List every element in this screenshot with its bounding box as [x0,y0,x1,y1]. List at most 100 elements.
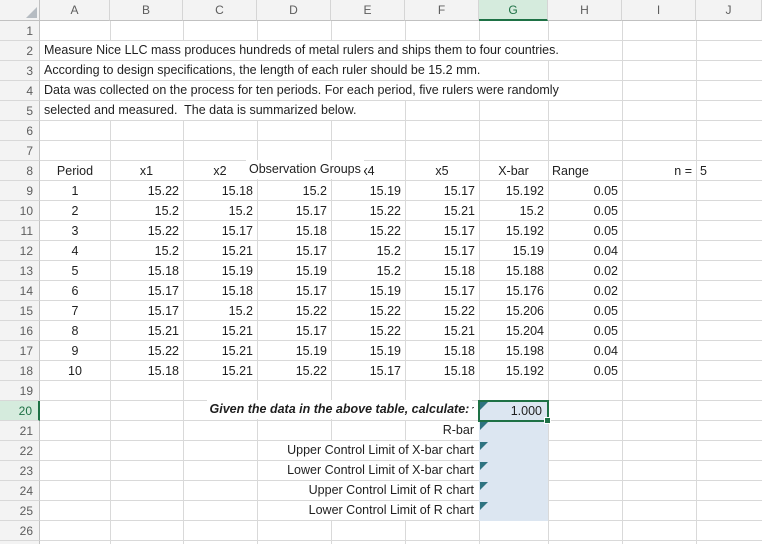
cell-H13[interactable]: 0.02 [593,264,618,278]
cell-G11[interactable]: 15.192 [505,224,544,238]
row-header-10[interactable]: 10 [0,201,40,221]
column-header-H[interactable]: H [548,0,622,21]
cell-E11[interactable]: 15.22 [369,224,401,238]
cell-G17[interactable]: 15.198 [505,344,544,358]
cell-E9[interactable]: 15.19 [369,184,401,198]
cell-F18[interactable]: 15.18 [443,364,475,378]
row-header-12[interactable]: 12 [0,241,40,261]
row-header-24[interactable]: 24 [0,481,40,501]
cell-B18[interactable]: 15.18 [147,364,179,378]
cell-B12[interactable]: 15.2 [154,244,179,258]
column-header-I[interactable]: I [622,0,696,21]
cell-C15[interactable]: 15.2 [228,304,253,318]
cell-F8[interactable]: x5 [435,164,449,178]
cell-C16[interactable]: 15.21 [221,324,253,338]
cell-D7-observation-groups[interactable]: Observation Groups [110,141,479,179]
row-header-14[interactable]: 14 [0,281,40,301]
cell-I8-n-label[interactable]: n = [674,164,692,178]
calc-label-row-23[interactable]: Lower Control Limit of X-bar chart [40,461,477,480]
cell-C14[interactable]: 15.18 [221,284,253,298]
cell-A18[interactable]: 10 [68,364,82,378]
column-header-J[interactable]: J [696,0,762,21]
intro-line-4[interactable]: Data was collected on the process for te… [41,81,562,100]
calc-label-row-21[interactable]: R-bar [40,421,477,440]
cell-E17[interactable]: 15.19 [369,344,401,358]
cell-B11[interactable]: 15.22 [147,224,179,238]
column-header-B[interactable]: B [110,0,183,21]
fill-handle[interactable] [544,417,551,424]
cell-A17[interactable]: 9 [71,344,79,358]
cell-H10[interactable]: 0.05 [593,204,618,218]
cell-F10[interactable]: 15.21 [443,204,475,218]
column-header-G[interactable]: G [479,0,548,21]
cell-C10[interactable]: 15.2 [228,204,253,218]
cell-F12[interactable]: 15.17 [443,244,475,258]
row-header-19[interactable]: 19 [0,381,40,401]
column-header-F[interactable]: F [405,0,479,21]
cell-D17[interactable]: 15.19 [295,344,327,358]
cell-C17[interactable]: 15.21 [221,344,253,358]
cell-E16[interactable]: 15.22 [369,324,401,338]
column-header-D[interactable]: D [257,0,331,21]
cell-D14[interactable]: 15.17 [295,284,327,298]
row-header-11[interactable]: 11 [0,221,40,241]
cell-G18[interactable]: 15.192 [505,364,544,378]
row-header-22[interactable]: 22 [0,441,40,461]
intro-line-5[interactable]: selected and measured. The data is summa… [41,101,360,120]
cell-D12[interactable]: 15.17 [295,244,327,258]
cell-H11[interactable]: 0.05 [593,224,618,238]
cell-F11[interactable]: 15.17 [443,224,475,238]
cell-H15[interactable]: 0.05 [593,304,618,318]
cell-F14[interactable]: 15.17 [443,284,475,298]
row-header-9[interactable]: 9 [0,181,40,201]
cell-D16[interactable]: 15.17 [295,324,327,338]
cell-D15[interactable]: 15.22 [295,304,327,318]
cell-B10[interactable]: 15.2 [154,204,179,218]
cell-B16[interactable]: 15.21 [147,324,179,338]
cell-G8[interactable]: X-bar [498,164,529,178]
cell-J8-n-value[interactable]: 5 [700,164,707,178]
cell-C13[interactable]: 15.19 [221,264,253,278]
column-header-C[interactable]: C [183,0,257,21]
cell-E13[interactable]: 15.2 [376,264,401,278]
cell-H12[interactable]: 0.04 [593,244,618,258]
column-header-A[interactable]: A [40,0,110,21]
cell-B17[interactable]: 15.22 [147,344,179,358]
row-header-16[interactable]: 16 [0,321,40,341]
cell-B13[interactable]: 15.18 [147,264,179,278]
cell-D11[interactable]: 15.18 [295,224,327,238]
cell-A14[interactable]: 6 [71,284,79,298]
cell-D13[interactable]: 15.19 [295,264,327,278]
cell-C18[interactable]: 15.21 [221,364,253,378]
row-header-3[interactable]: 3 [0,61,40,81]
active-cell-selection-border[interactable] [478,400,549,422]
row-header-2[interactable]: 2 [0,41,40,61]
cell-A9[interactable]: 1 [71,184,79,198]
cell-A13[interactable]: 5 [71,264,79,278]
cell-B15[interactable]: 15.17 [147,304,179,318]
row-header-15[interactable]: 15 [0,301,40,321]
row-header-18[interactable]: 18 [0,361,40,381]
cell-H9[interactable]: 0.05 [593,184,618,198]
cell-C9[interactable]: 15.18 [221,184,253,198]
cell-A11[interactable]: 3 [71,224,79,238]
row-header-25[interactable]: 25 [0,501,40,521]
cell-C8[interactable]: x2 [213,164,227,178]
cell-F17[interactable]: 15.18 [443,344,475,358]
cell-H8[interactable]: Range [552,164,589,178]
cell-E18[interactable]: 15.17 [369,364,401,378]
cell-A10[interactable]: 2 [71,204,79,218]
cell-D18[interactable]: 15.22 [295,364,327,378]
row-header-26[interactable]: 26 [0,521,40,541]
intro-line-3[interactable]: According to design specifications, the … [41,61,484,80]
cells-grid[interactable]: Measure Nice LLC mass produces hundreds … [40,21,762,544]
cell-A12[interactable]: 4 [71,244,79,258]
cell-B9[interactable]: 15.22 [147,184,179,198]
cell-D9[interactable]: 15.2 [302,184,327,198]
calc-label-row-24[interactable]: Upper Control Limit of R chart [40,481,477,500]
column-header-E[interactable]: E [331,0,405,21]
row-header-20[interactable]: 20 [0,401,40,421]
cell-F9[interactable]: 15.17 [443,184,475,198]
row-header-21[interactable]: 21 [0,421,40,441]
cell-H16[interactable]: 0.05 [593,324,618,338]
